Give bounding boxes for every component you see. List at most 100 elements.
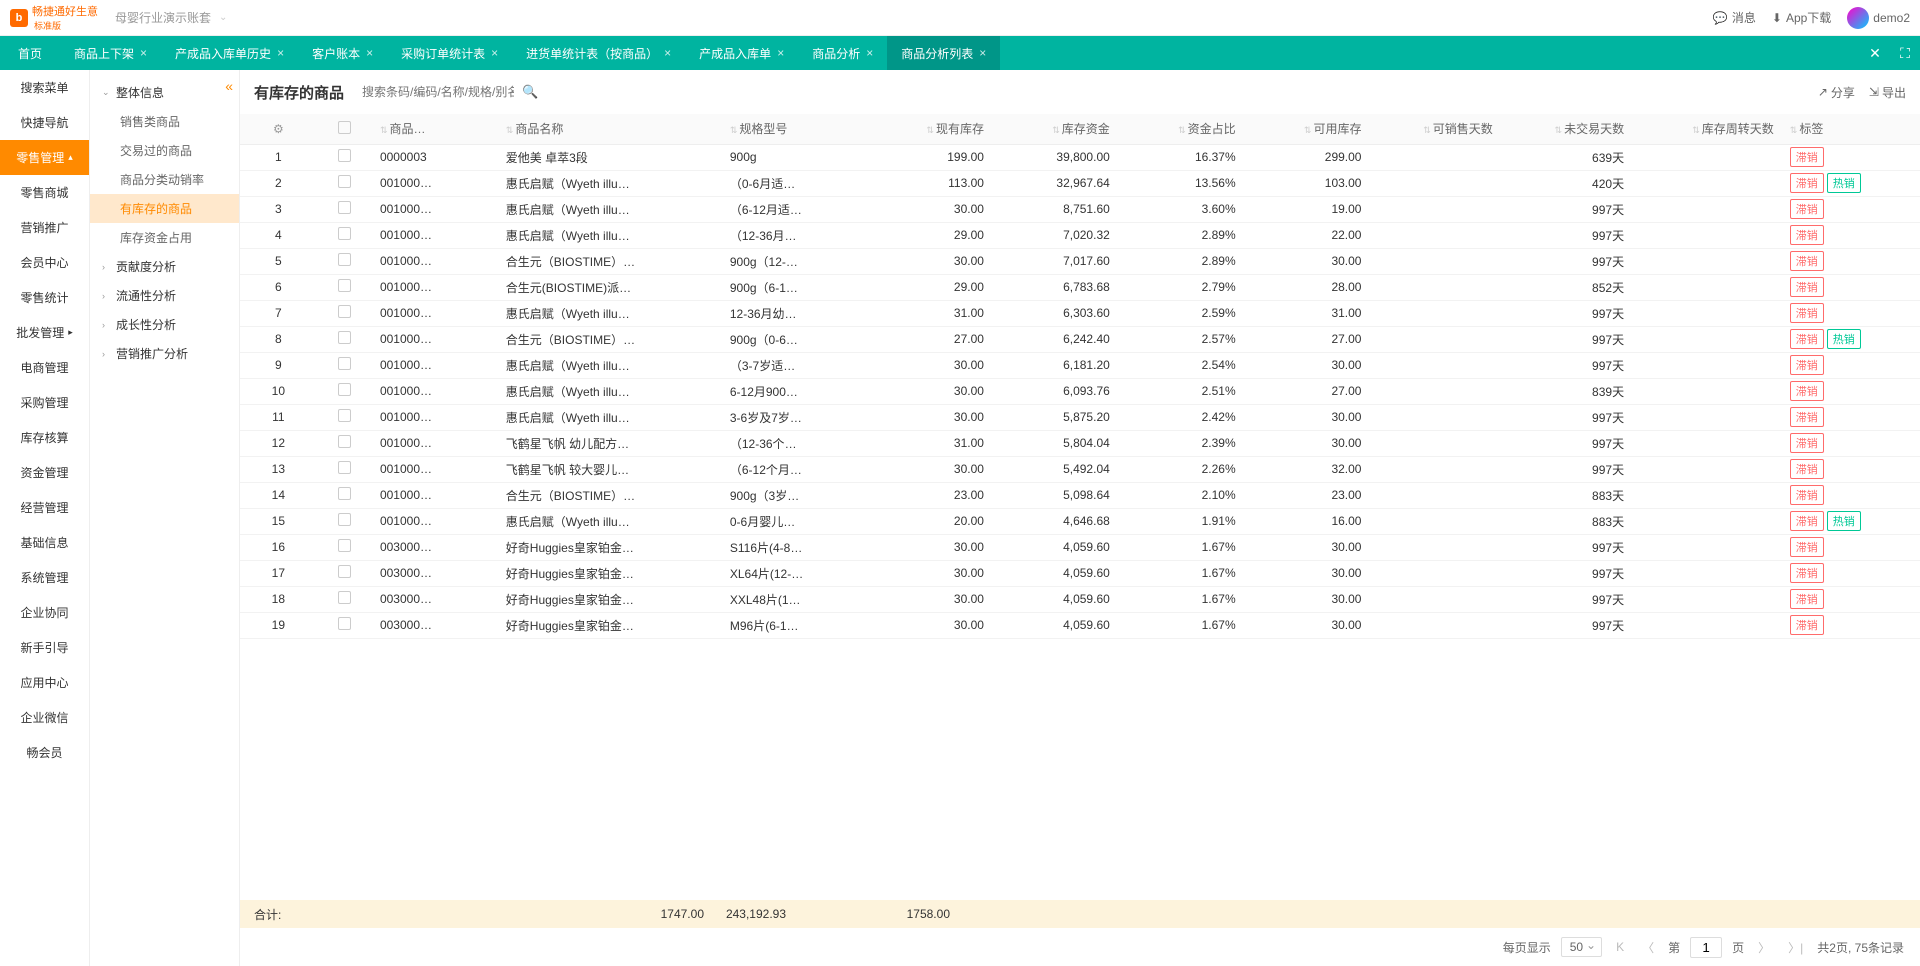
sidebar-item[interactable]: 应用中心 — [0, 665, 89, 700]
checkbox[interactable] — [338, 487, 351, 500]
th-gear[interactable]: ⚙ — [240, 114, 317, 144]
table-row[interactable]: 4001000…惠氏启赋（Wyeth illuma）（12-36月…29.007… — [240, 222, 1920, 248]
table-row[interactable]: 5001000…合生元（BIOSTIME）派星3900g（12-…30.007,… — [240, 248, 1920, 274]
table-row[interactable]: 18003000…好奇Huggies皇家铂金装拉拉XXL48片(1…30.004… — [240, 586, 1920, 612]
account-dropdown[interactable]: 母婴行业演示账套 — [115, 9, 211, 26]
close-icon[interactable]: × — [140, 46, 147, 60]
checkbox-all[interactable] — [338, 121, 351, 134]
cell-checkbox[interactable] — [317, 144, 372, 170]
cell-checkbox[interactable] — [317, 300, 372, 326]
first-page-button[interactable]: K — [1612, 940, 1628, 954]
table-row[interactable]: 13001000…飞鹤星飞帆 较大婴儿配方奶（6-12个月…30.005,492… — [240, 456, 1920, 482]
sidebar-item[interactable]: 零售统计 — [0, 280, 89, 315]
checkbox[interactable] — [338, 253, 351, 266]
checkbox[interactable] — [338, 227, 351, 240]
sidebar-item[interactable]: 零售商城 — [0, 175, 89, 210]
th-checkbox[interactable] — [317, 114, 372, 144]
table-row[interactable]: 19003000…好奇Huggies皇家铂金装纸M96片(6-1…30.004,… — [240, 612, 1920, 638]
tab[interactable]: 客户账本× — [298, 36, 387, 70]
checkbox[interactable] — [338, 279, 351, 292]
cell-checkbox[interactable] — [317, 326, 372, 352]
checkbox[interactable] — [338, 149, 351, 162]
sidebar-item[interactable]: 快捷导航 — [0, 105, 89, 140]
sidebar-item[interactable]: 资金管理 — [0, 455, 89, 490]
tab[interactable]: 商品分析列表× — [887, 36, 1000, 70]
sidebar-item[interactable]: 搜索菜单 — [0, 70, 89, 105]
checkbox[interactable] — [338, 409, 351, 422]
checkbox[interactable] — [338, 383, 351, 396]
close-icon[interactable]: × — [366, 46, 373, 60]
sidebar-item[interactable]: 会员中心 — [0, 245, 89, 280]
cell-checkbox[interactable] — [317, 274, 372, 300]
th-saledays[interactable]: ⇅可销售天数 — [1369, 114, 1500, 144]
sidebar-item[interactable]: 系统管理 — [0, 560, 89, 595]
table-row[interactable]: 9001000…惠氏启赋（Wyeth illuma）（3-7岁适…30.006,… — [240, 352, 1920, 378]
sidebar-item[interactable]: 电商管理 — [0, 350, 89, 385]
checkbox[interactable] — [338, 617, 351, 630]
share-button[interactable]: ↗ 分享 — [1818, 84, 1855, 101]
sidebar-item[interactable]: 批发管理▸ — [0, 315, 89, 350]
tab[interactable]: 产成品入库单× — [685, 36, 798, 70]
table-row[interactable]: 8001000…合生元（BIOSTIME）派星1900g（0-6…27.006,… — [240, 326, 1920, 352]
sidebar-item[interactable]: 基础信息 — [0, 525, 89, 560]
cell-checkbox[interactable] — [317, 352, 372, 378]
checkbox[interactable] — [338, 331, 351, 344]
table-row[interactable]: 11001000…惠氏启赋（Wyeth illuma）3-6岁及7岁…30.00… — [240, 404, 1920, 430]
sidebar-item[interactable]: 企业微信 — [0, 700, 89, 735]
collapse-nav-icon[interactable]: « — [225, 78, 233, 94]
th-pct[interactable]: ⇅资金占比 — [1118, 114, 1244, 144]
prev-page-button[interactable]: 〈 — [1638, 939, 1658, 956]
table-row[interactable]: 15001000…惠氏启赋（Wyeth illuma）0-6月婴儿…20.004… — [240, 508, 1920, 534]
close-icon[interactable]: × — [979, 46, 986, 60]
cell-checkbox[interactable] — [317, 222, 372, 248]
sidebar-item[interactable]: 营销推广 — [0, 210, 89, 245]
nav-sub-item[interactable]: 库存资金占用 — [90, 223, 239, 252]
nav-sub-item[interactable]: 销售类商品 — [90, 107, 239, 136]
cell-checkbox[interactable] — [317, 482, 372, 508]
nav-group[interactable]: ›成长性分析 — [90, 310, 239, 339]
table-row[interactable]: 14001000…合生元（BIOSTIME）派星：900g（3岁…23.005,… — [240, 482, 1920, 508]
table-row[interactable]: 10000003爱他美 卓萃3段900g199.0039,800.0016.37… — [240, 144, 1920, 170]
th-code[interactable]: ⇅商品… — [372, 114, 498, 144]
cell-checkbox[interactable] — [317, 170, 372, 196]
app-download-link[interactable]: ⬇ App下载 — [1772, 9, 1831, 26]
cell-checkbox[interactable] — [317, 560, 372, 586]
tab[interactable]: 商品上下架× — [60, 36, 161, 70]
sidebar-item[interactable]: 企业协同 — [0, 595, 89, 630]
cell-checkbox[interactable] — [317, 248, 372, 274]
cell-checkbox[interactable] — [317, 586, 372, 612]
table-wrap[interactable]: ⚙ ⇅商品… ⇅商品名称 ⇅规格型号 ⇅现有库存 ⇅库存资金 ⇅资金占比 ⇅可用… — [240, 114, 1920, 900]
sidebar-item[interactable]: 畅会员 — [0, 735, 89, 770]
th-stock[interactable]: ⇅现有库存 — [866, 114, 992, 144]
messages-link[interactable]: 💬 消息 — [1713, 9, 1756, 26]
close-icon[interactable]: × — [491, 46, 498, 60]
th-tag[interactable]: ⇅标签 — [1782, 114, 1920, 144]
checkbox[interactable] — [338, 591, 351, 604]
th-avail[interactable]: ⇅可用库存 — [1244, 114, 1370, 144]
checkbox[interactable] — [338, 435, 351, 448]
cell-checkbox[interactable] — [317, 612, 372, 638]
cell-checkbox[interactable] — [317, 430, 372, 456]
gear-icon[interactable]: ⚙ — [273, 122, 284, 136]
sidebar-item[interactable]: 零售管理▴ — [0, 140, 89, 175]
fullscreen-icon[interactable]: ⛶ — [1890, 45, 1920, 62]
table-row[interactable]: 3001000…惠氏启赋（Wyeth illuma）（6-12月适…30.008… — [240, 196, 1920, 222]
tab-home[interactable]: 首页 — [0, 36, 60, 70]
nav-sub-item[interactable]: 有库存的商品 — [90, 194, 239, 223]
close-icon[interactable]: × — [277, 46, 284, 60]
table-row[interactable]: 7001000…惠氏启赋（Wyeth illuma）12-36月幼…31.006… — [240, 300, 1920, 326]
cell-checkbox[interactable] — [317, 378, 372, 404]
checkbox[interactable] — [338, 539, 351, 552]
sidebar-item[interactable]: 采购管理 — [0, 385, 89, 420]
sidebar-item[interactable]: 经营管理 — [0, 490, 89, 525]
user-menu[interactable]: demo2 — [1847, 7, 1910, 29]
cell-checkbox[interactable] — [317, 508, 372, 534]
table-row[interactable]: 2001000…惠氏启赋（Wyeth illuma）（0-6月适…113.003… — [240, 170, 1920, 196]
close-icon[interactable]: × — [866, 46, 873, 60]
th-turndays[interactable]: ⇅库存周转天数 — [1632, 114, 1782, 144]
tab[interactable]: 进货单统计表（按商品）× — [512, 36, 685, 70]
nav-group[interactable]: ›贡献度分析 — [90, 252, 239, 281]
table-row[interactable]: 16003000…好奇Huggies皇家铂金装纸S116片(4-8…30.004… — [240, 534, 1920, 560]
checkbox[interactable] — [338, 513, 351, 526]
table-row[interactable]: 17003000…好奇Huggies皇家铂金装纸XL64片(12-…30.004… — [240, 560, 1920, 586]
